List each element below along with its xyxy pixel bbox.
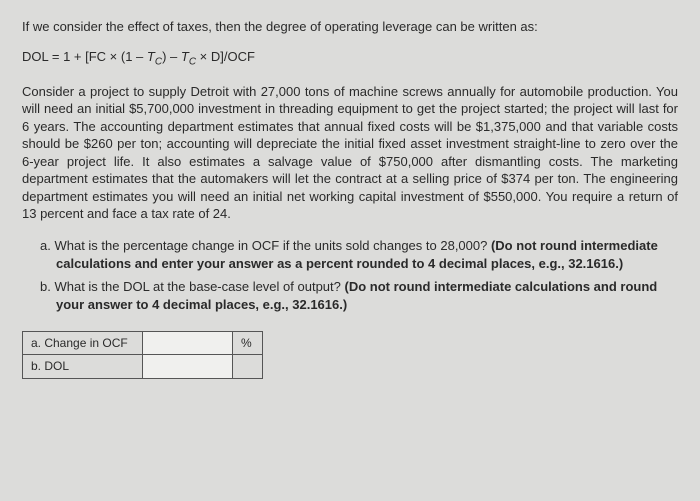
intro-text: If we consider the effect of taxes, then… xyxy=(22,18,678,36)
problem-body: Consider a project to supply Detroit wit… xyxy=(22,83,678,223)
questions-block: a. What is the percentage change in OCF … xyxy=(22,237,678,313)
answer-table: a. Change in OCF % b. DOL xyxy=(22,331,263,378)
formula: DOL = 1 + [FC × (1 – TC) – TC × D]/OCF xyxy=(22,48,678,69)
formula-t2: T xyxy=(181,49,189,64)
row-a-unit: % xyxy=(233,332,263,355)
table-row: b. DOL xyxy=(23,355,263,378)
question-a-text: What is the percentage change in OCF if … xyxy=(54,238,491,253)
formula-paren: ) – xyxy=(162,49,181,64)
row-b-input[interactable] xyxy=(143,355,233,378)
formula-suffix: × D]/OCF xyxy=(196,49,255,64)
row-b-unit xyxy=(233,355,263,378)
formula-t1: T xyxy=(147,49,155,64)
question-a-label: a. xyxy=(40,238,51,253)
formula-prefix: DOL = 1 + [FC × (1 – xyxy=(22,49,147,64)
formula-t1sub: C xyxy=(155,56,162,67)
question-b-text: What is the DOL at the base-case level o… xyxy=(54,279,344,294)
table-row: a. Change in OCF % xyxy=(23,332,263,355)
question-a: a. What is the percentage change in OCF … xyxy=(40,237,678,272)
question-b-label: b. xyxy=(40,279,51,294)
row-b-label: b. DOL xyxy=(23,355,143,378)
question-b: b. What is the DOL at the base-case leve… xyxy=(40,278,678,313)
row-a-label: a. Change in OCF xyxy=(23,332,143,355)
row-a-input[interactable] xyxy=(143,332,233,355)
formula-t2sub: C xyxy=(189,56,196,67)
